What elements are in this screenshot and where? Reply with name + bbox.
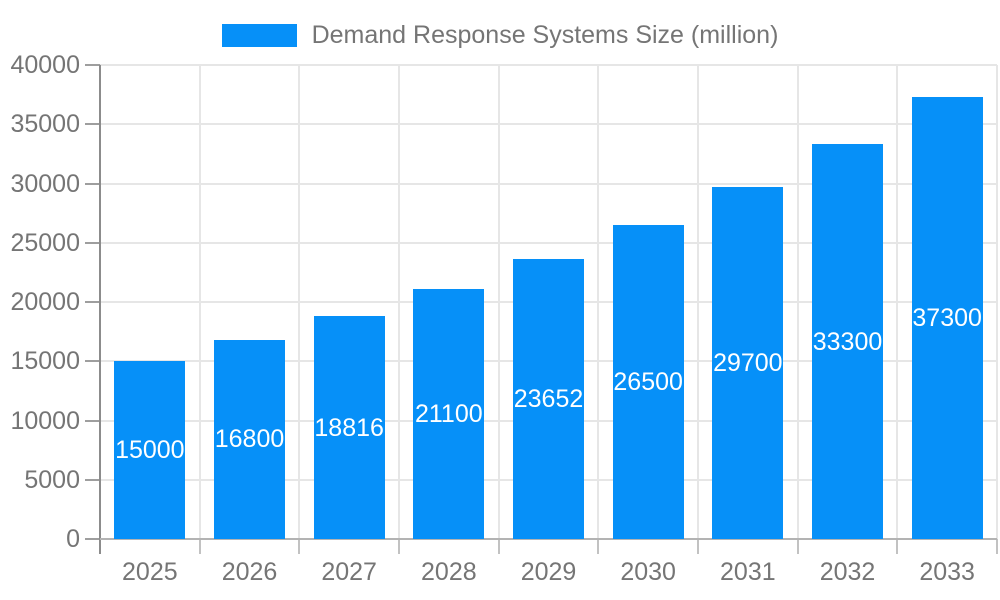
x-gridline [497, 65, 500, 539]
x-gridline [996, 65, 998, 539]
legend[interactable]: Demand Response Systems Size (million) [0, 22, 1000, 48]
x-axis-label-2032: 2032 [819, 558, 876, 586]
y-tick [85, 419, 100, 422]
x-gridline [597, 65, 600, 539]
y-tick [85, 123, 100, 126]
x-tick [497, 539, 500, 554]
y-axis-label-40000: 40000 [10, 51, 80, 79]
bar-value-label-2028: 21100 [414, 399, 483, 428]
x-gridline [198, 65, 201, 539]
y-tick [85, 241, 100, 244]
y-axis-label-15000: 15000 [10, 347, 80, 376]
bar-2032[interactable] [812, 144, 883, 539]
y-tick [85, 360, 100, 363]
y-gridline [100, 123, 997, 126]
bar-value-label-2031: 29700 [713, 349, 783, 378]
x-tick [796, 539, 799, 554]
bar-2029[interactable] [513, 258, 584, 539]
x-axis-label-2031: 2031 [720, 558, 776, 586]
x-tick [99, 539, 101, 554]
bar-2025[interactable] [114, 361, 186, 539]
y-gridline [100, 182, 997, 185]
x-axis-label-2029: 2029 [520, 558, 577, 586]
x-axis-label-2026: 2026 [221, 558, 278, 586]
x-gridline [896, 65, 899, 539]
y-axis-label-30000: 30000 [10, 169, 80, 198]
bar-value-label-2027: 18816 [314, 413, 384, 442]
x-tick [697, 539, 699, 554]
y-axis-label-35000: 35000 [10, 110, 80, 139]
y-axis-line [99, 65, 101, 539]
x-gridline [398, 65, 400, 539]
bar-2027[interactable] [313, 316, 385, 539]
y-axis-label-10000: 10000 [10, 406, 80, 435]
legend-swatch [221, 23, 297, 47]
y-tick [85, 538, 100, 540]
x-axis-label-2030: 2030 [620, 558, 676, 586]
bar-2026[interactable] [214, 339, 285, 539]
x-gridline [796, 65, 799, 539]
x-tick [198, 539, 201, 554]
y-axis-label-0: 0 [66, 525, 80, 553]
x-axis-label-2033: 2033 [919, 558, 975, 586]
bar-value-label-2025: 15000 [115, 436, 185, 465]
x-gridline [298, 65, 301, 539]
x-axis-line [100, 538, 997, 540]
bar-2028[interactable] [413, 288, 485, 539]
x-axis-label-2025: 2025 [122, 558, 178, 586]
bar-2033[interactable] [911, 96, 983, 539]
x-tick [597, 539, 600, 554]
bar-value-label-2032: 33300 [812, 327, 883, 356]
x-tick [896, 539, 899, 554]
x-tick [996, 539, 998, 554]
x-axis-label-2028: 2028 [421, 558, 477, 586]
y-axis-label-5000: 5000 [24, 465, 80, 494]
legend-label: Demand Response Systems Size (million) [311, 21, 779, 49]
y-axis-label-20000: 20000 [10, 288, 80, 316]
y-tick [85, 182, 100, 185]
x-tick [298, 539, 301, 554]
x-tick [398, 539, 400, 554]
bar-2031[interactable] [712, 187, 784, 539]
y-tick [85, 64, 100, 66]
x-gridline [697, 65, 699, 539]
y-axis-label-25000: 25000 [10, 228, 80, 257]
y-gridline [100, 241, 997, 244]
bar-2030[interactable] [612, 224, 684, 539]
bar-value-label-2033: 37300 [912, 303, 982, 332]
bar-value-label-2026: 16800 [214, 425, 285, 454]
y-tick [85, 301, 100, 303]
x-axis-label-2027: 2027 [321, 558, 377, 586]
bar-value-label-2030: 26500 [613, 367, 683, 396]
y-tick [85, 478, 100, 481]
y-gridline [100, 64, 997, 66]
bar-value-label-2029: 23652 [513, 384, 584, 413]
